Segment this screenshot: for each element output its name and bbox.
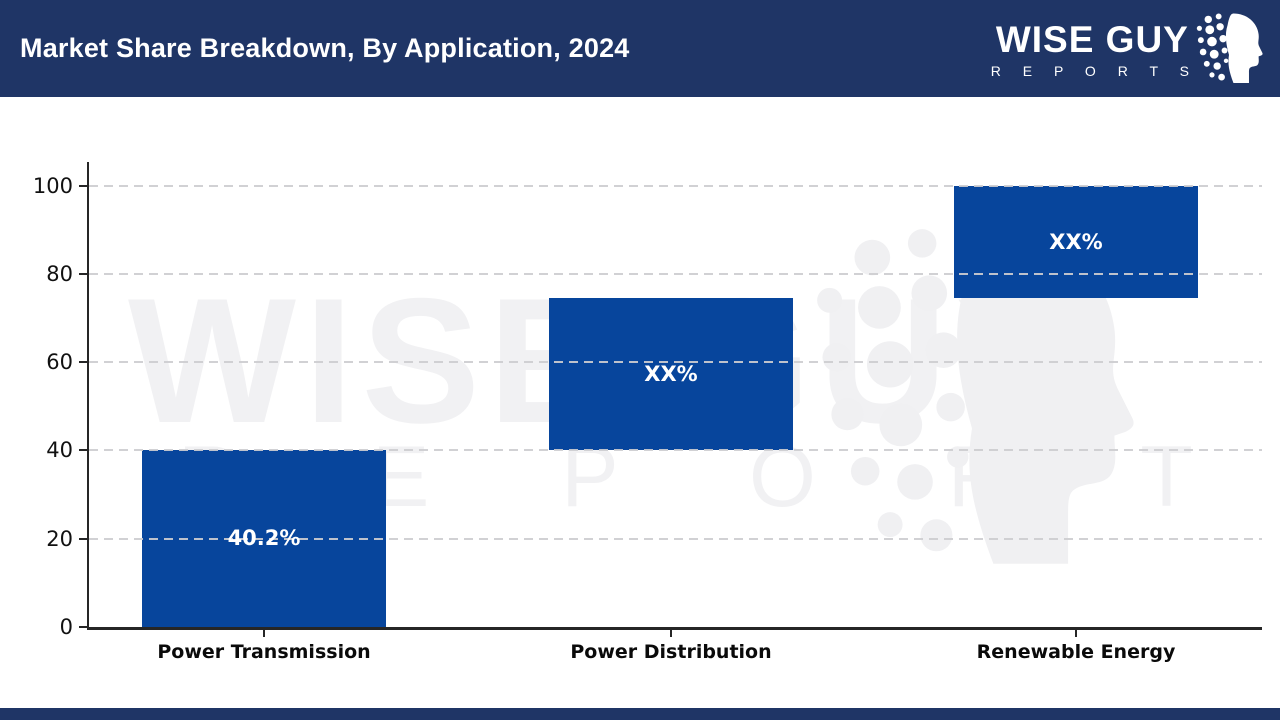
logo-wordmark: WISE GUY — [995, 18, 1189, 60]
logo-reports-line: R E P O R T S — [990, 62, 1198, 79]
y-tick-label: 60 — [46, 350, 73, 375]
y-tick-mark — [79, 449, 87, 452]
y-tick-label: 100 — [32, 173, 73, 198]
logo-wordmark-block: WISE GUY R E P O R T S — [987, 21, 1198, 78]
brand-logo: WISE GUY R E P O R T S — [987, 8, 1266, 90]
y-tick-mark — [79, 184, 87, 187]
x-tick-mark — [1075, 630, 1077, 637]
y-tick-mark — [79, 361, 87, 364]
x-tick-label: Power Transmission — [157, 641, 371, 663]
header-bar: Market Share Breakdown, By Application, … — [0, 0, 1280, 97]
gridline — [89, 272, 1262, 275]
gridline — [89, 361, 1262, 364]
y-axis — [87, 162, 89, 629]
x-tick-label: Renewable Energy — [976, 641, 1176, 663]
x-tick-label: Power Distribution — [570, 641, 772, 663]
bar-value-label: 40.2% — [227, 526, 301, 551]
footer-bar — [0, 708, 1280, 720]
y-tick-mark — [79, 272, 87, 275]
gridline — [89, 537, 1262, 540]
x-tick-mark — [263, 630, 265, 637]
gridline — [89, 184, 1262, 187]
bar-segment — [549, 298, 793, 450]
y-tick-mark — [79, 537, 87, 540]
watermark-head-icon — [817, 229, 1134, 564]
y-tick-mark — [79, 626, 87, 628]
y-tick-label: 20 — [46, 526, 73, 551]
gridline — [89, 449, 1262, 452]
x-axis — [87, 627, 1262, 630]
bar-value-label: XX% — [1049, 229, 1103, 254]
y-tick-label: 0 — [59, 615, 73, 639]
y-tick-label: 40 — [46, 438, 73, 463]
y-tick-label: 80 — [46, 261, 73, 286]
bar-value-label: XX% — [644, 361, 698, 386]
x-tick-mark — [670, 630, 672, 637]
bar-segment — [954, 185, 1198, 299]
page-title: Market Share Breakdown, By Application, … — [20, 33, 630, 63]
logo-head-icon — [1196, 13, 1263, 84]
